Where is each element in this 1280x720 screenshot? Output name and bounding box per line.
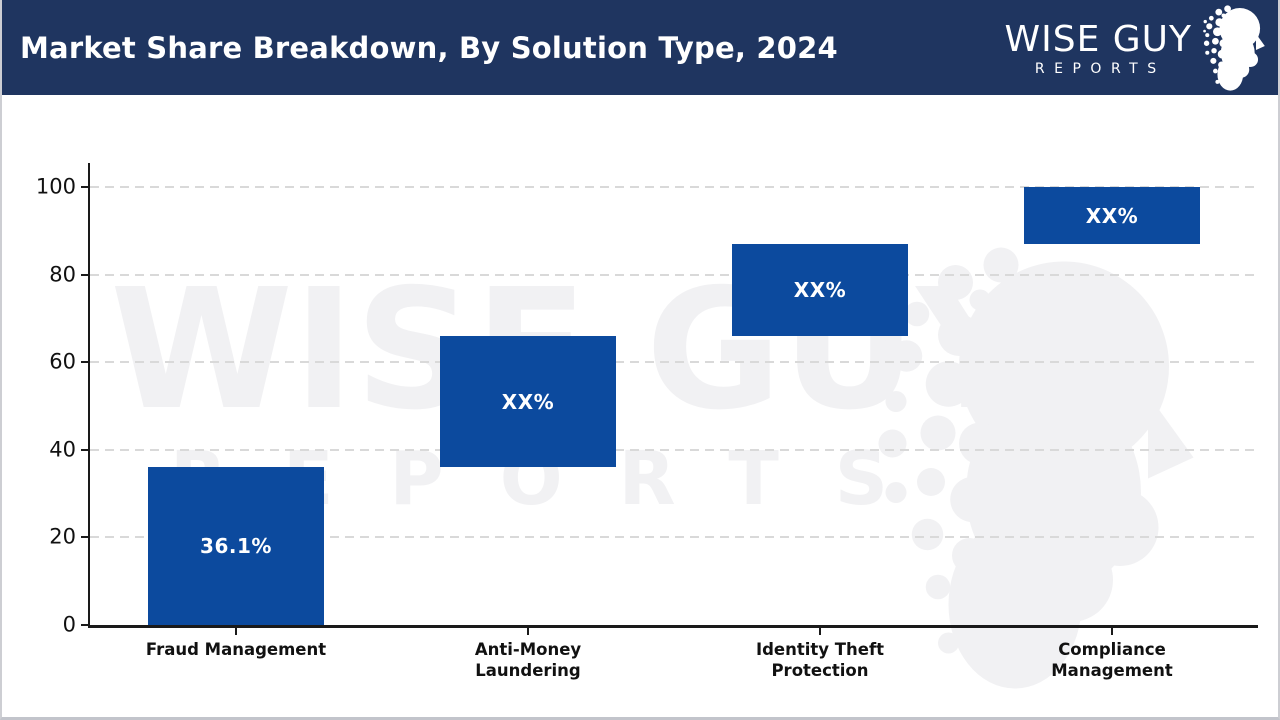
logo-sub-text: REPORTS <box>1034 60 1166 77</box>
y-tick-0 <box>81 624 89 626</box>
x-axis-spine <box>88 625 1258 628</box>
gridline-80 <box>90 273 1258 276</box>
bar-segment: XX% <box>1024 186 1200 245</box>
logo-brand-text: WISE GUY <box>1004 18 1192 60</box>
category-label: Compliance Management <box>1051 640 1173 681</box>
bar-segment: XX% <box>732 244 908 337</box>
y-tick-60 <box>81 361 89 364</box>
bar-value-label: XX% <box>793 278 847 303</box>
y-axis-spine <box>88 163 90 627</box>
y-tick-20 <box>81 536 89 539</box>
gridline-100 <box>90 185 1258 188</box>
bar-segment: XX% <box>440 336 616 467</box>
x-tick-1 <box>527 628 529 635</box>
category-label: Identity Theft Protection <box>755 640 885 681</box>
y-tick-80 <box>81 273 89 276</box>
y-tick-40 <box>81 448 89 451</box>
y-tick-label-20: 20 <box>49 524 76 549</box>
waterfall-chart: 0 20 40 60 80 100 36.1% Fraud Management XX% Anti… <box>2 95 1278 717</box>
wiseguy-logo-text: WISE GUY REPORTS <box>1004 18 1193 77</box>
bar-value-label: 36.1% <box>200 533 272 558</box>
y-tick-label-0: 0 <box>62 612 76 637</box>
x-tick-0 <box>235 628 237 635</box>
report-header: Market Share Breakdown, By Solution Type… <box>2 0 1278 95</box>
y-tick-100 <box>81 185 89 188</box>
wiseguy-logo: WISE GUY REPORTS <box>1005 0 1273 95</box>
bar-segment: 36.1% <box>148 466 324 625</box>
category-label: Anti-Money Laundering <box>474 640 582 681</box>
y-tick-label-100: 100 <box>35 174 76 199</box>
wiseguy-head-icon <box>1203 4 1265 91</box>
y-tick-label-40: 40 <box>49 437 76 462</box>
x-tick-3 <box>1111 628 1113 635</box>
y-tick-label-60: 60 <box>49 349 76 374</box>
bar-value-label: XX% <box>1085 203 1139 228</box>
chart-title: Market Share Breakdown, By Solution Type… <box>20 30 838 65</box>
gridline-60 <box>90 361 1258 364</box>
gridline-40 <box>90 448 1258 451</box>
y-tick-label-80: 80 <box>49 262 76 287</box>
x-tick-2 <box>819 628 821 635</box>
gridline-20 <box>90 536 1258 539</box>
bar-value-label: XX% <box>501 389 555 414</box>
category-label: Fraud Management <box>145 640 327 659</box>
